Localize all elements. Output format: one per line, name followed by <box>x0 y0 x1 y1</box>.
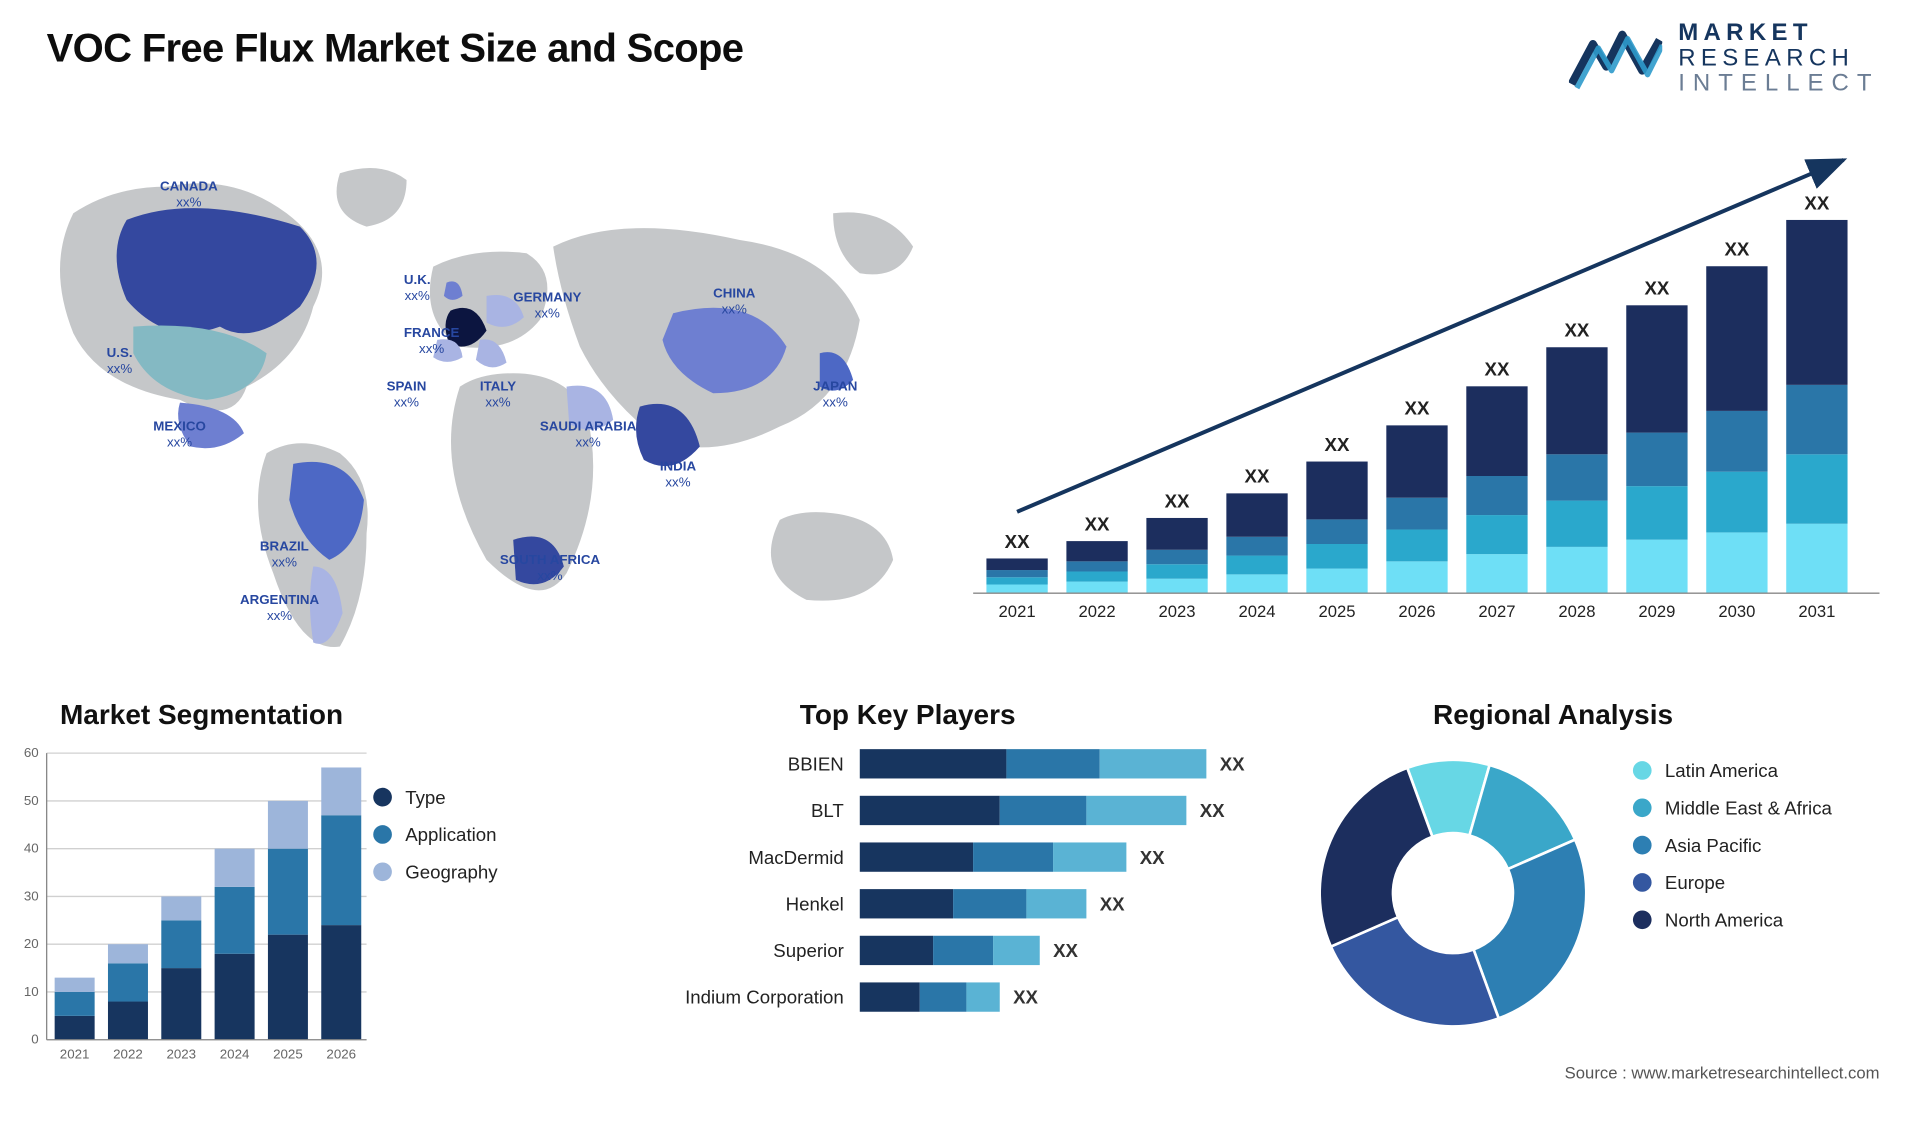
svg-text:XX: XX <box>1245 466 1270 487</box>
svg-text:2024: 2024 <box>220 1046 250 1061</box>
player-value: XX <box>1013 986 1038 1007</box>
player-bar <box>860 936 1040 965</box>
svg-text:2026: 2026 <box>326 1046 356 1061</box>
legend-item: Application <box>373 824 497 845</box>
segmentation-legend: Type Application Geography <box>373 786 497 898</box>
svg-text:XX: XX <box>1644 278 1669 299</box>
player-row: Henkel XX <box>633 886 1286 921</box>
map-label: CHINAxx% <box>713 287 755 318</box>
segmentation-title: Market Segmentation <box>60 700 343 732</box>
logo-mark-icon <box>1569 24 1662 91</box>
player-row: Superior XX <box>633 933 1286 968</box>
svg-text:2024: 2024 <box>1238 602 1275 621</box>
svg-text:2031: 2031 <box>1798 602 1835 621</box>
map-label: JAPANxx% <box>813 380 857 411</box>
svg-text:2026: 2026 <box>1398 602 1435 621</box>
regional-legend: Latin America Middle East & Africa Asia Pa… <box>1633 760 1832 947</box>
player-label: Superior <box>633 940 860 961</box>
page-title: VOC Free Flux Market Size and Scope <box>47 27 744 72</box>
svg-text:XX: XX <box>1804 192 1829 213</box>
legend-item: Middle East & Africa <box>1633 797 1832 818</box>
player-bar <box>860 796 1187 825</box>
regional-title: Regional Analysis <box>1433 700 1673 732</box>
regional-donut <box>1300 740 1607 1047</box>
map-label: U.S.xx% <box>107 347 133 378</box>
map-label: FRANCExx% <box>404 327 460 358</box>
player-bar <box>860 842 1127 871</box>
player-value: XX <box>1200 800 1225 821</box>
player-label: BLT <box>633 800 860 821</box>
player-bar <box>860 982 1000 1011</box>
svg-text:XX: XX <box>1405 398 1430 419</box>
svg-text:2025: 2025 <box>1318 602 1355 621</box>
player-value: XX <box>1140 846 1165 867</box>
legend-item: North America <box>1633 909 1832 930</box>
player-row: MacDermid XX <box>633 840 1286 875</box>
map-label: ITALYxx% <box>480 380 516 411</box>
svg-text:2029: 2029 <box>1638 602 1675 621</box>
player-row: Indium Corporation XX <box>633 980 1286 1015</box>
player-label: MacDermid <box>633 846 860 867</box>
svg-text:XX: XX <box>1485 359 1510 380</box>
legend-item: Asia Pacific <box>1633 834 1832 855</box>
svg-text:2023: 2023 <box>166 1046 196 1061</box>
svg-text:20: 20 <box>24 936 39 951</box>
map-label: BRAZILxx% <box>260 540 309 571</box>
map-label: INDIAxx% <box>660 460 696 491</box>
logo-text-1: MARKET <box>1678 20 1879 45</box>
player-label: Indium Corporation <box>633 986 860 1007</box>
player-label: Henkel <box>633 893 860 914</box>
map-label: SPAINxx% <box>387 380 427 411</box>
svg-text:XX: XX <box>1724 239 1749 260</box>
legend-item: Geography <box>373 861 497 882</box>
legend-item: Latin America <box>1633 760 1832 781</box>
source-text: Source : www.marketresearchintellect.com <box>1565 1064 1880 1083</box>
svg-text:2027: 2027 <box>1478 602 1515 621</box>
svg-text:2022: 2022 <box>1079 602 1116 621</box>
svg-text:2025: 2025 <box>273 1046 303 1061</box>
player-value: XX <box>1100 893 1125 914</box>
world-map: CANADAxx% U.S.xx% MEXICOxx% BRAZILxx% ARGENT… <box>33 120 939 667</box>
players-title: Top Key Players <box>800 700 1016 732</box>
svg-text:30: 30 <box>24 888 39 903</box>
player-row: BLT XX <box>633 793 1286 828</box>
map-label: SAUDI ARABIAxx% <box>540 420 637 451</box>
svg-text:2021: 2021 <box>60 1046 90 1061</box>
growth-chart: XX 2021 XX 2022 XX 2023 XX 2024 XX 2025 XX 2026 XX 20… <box>973 127 1879 647</box>
map-label: CANADAxx% <box>160 180 218 211</box>
svg-text:10: 10 <box>24 984 39 999</box>
player-row: BBIEN XX <box>633 746 1286 781</box>
players-chart: BBIEN XX BLT XX MacDermid XX Henkel XX Superior X… <box>633 746 1286 1066</box>
player-value: XX <box>1053 940 1078 961</box>
legend-item: Europe <box>1633 872 1832 893</box>
svg-text:2023: 2023 <box>1159 602 1196 621</box>
svg-text:2030: 2030 <box>1718 602 1755 621</box>
svg-text:60: 60 <box>24 745 39 760</box>
svg-text:XX: XX <box>1325 434 1350 455</box>
svg-text:XX: XX <box>1564 320 1589 341</box>
player-value: XX <box>1220 753 1245 774</box>
player-bar <box>860 749 1207 778</box>
legend-item: Type <box>373 786 497 807</box>
map-label: SOUTH AFRICAxx% <box>500 553 600 584</box>
svg-text:XX: XX <box>1005 531 1030 552</box>
svg-text:40: 40 <box>24 841 39 856</box>
svg-text:50: 50 <box>24 793 39 808</box>
svg-text:0: 0 <box>31 1032 38 1047</box>
logo-text-3: INTELLECT <box>1678 70 1879 95</box>
logo-text-2: RESEARCH <box>1678 45 1879 70</box>
map-label: MEXICOxx% <box>153 420 206 451</box>
svg-text:2022: 2022 <box>113 1046 143 1061</box>
map-label: GERMANYxx% <box>513 291 581 322</box>
player-bar <box>860 889 1087 918</box>
player-label: BBIEN <box>633 753 860 774</box>
brand-logo: MARKET RESEARCH INTELLECT <box>1569 20 1880 96</box>
svg-text:2028: 2028 <box>1558 602 1595 621</box>
map-label: ARGENTINAxx% <box>240 593 319 624</box>
svg-text:2021: 2021 <box>999 602 1036 621</box>
svg-text:XX: XX <box>1165 490 1190 511</box>
map-label: U.K.xx% <box>404 273 431 304</box>
svg-text:XX: XX <box>1085 513 1110 534</box>
